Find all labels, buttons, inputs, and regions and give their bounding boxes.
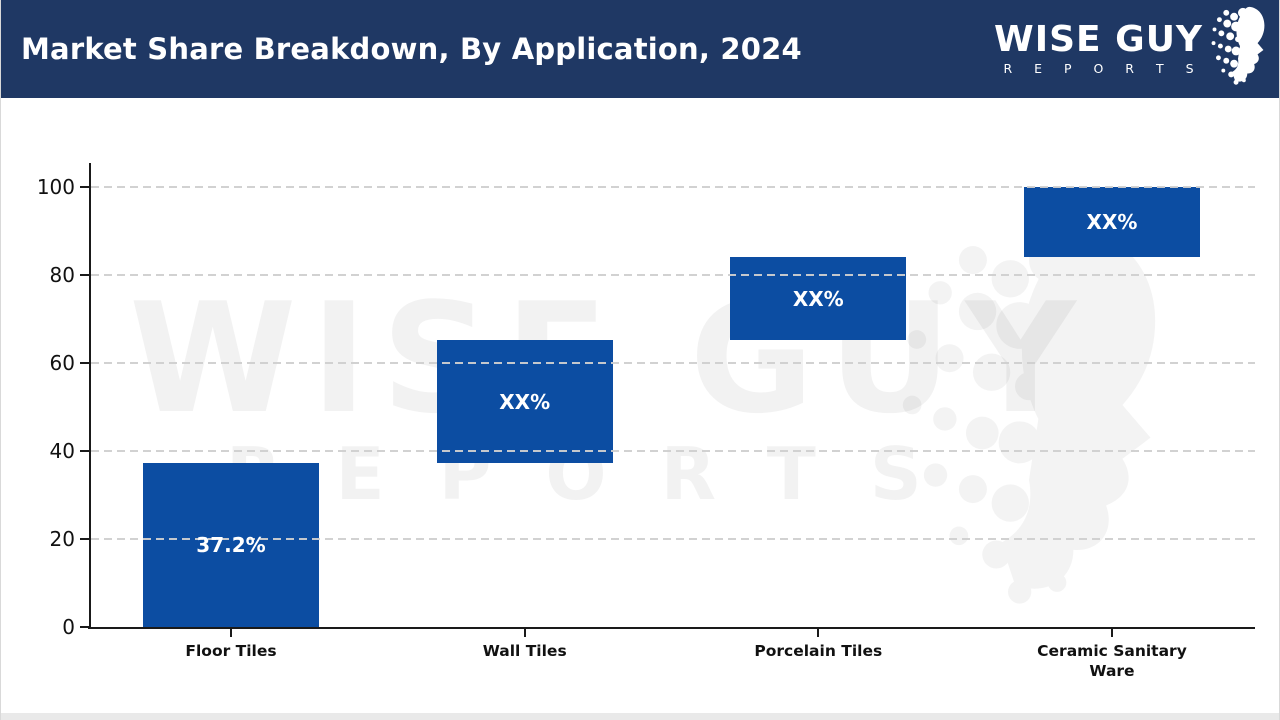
bar-value-label-porcelain-tiles: XX% — [792, 286, 844, 311]
bar-value-label-ceramic-sanitary-ware: XX% — [1086, 210, 1138, 235]
gridline-y80 — [91, 274, 1255, 276]
y-tick-label-20: 20 — [49, 527, 75, 551]
x-label-ceramic-sanitary-ware: Ceramic Sanitary Ware — [1037, 642, 1187, 681]
face-logo-icon — [1211, 6, 1265, 85]
gridline-y60 — [91, 362, 1255, 364]
y-tick-label-80: 80 — [49, 263, 75, 287]
brand-logo-text: WISE GUY R E P O R T S — [993, 19, 1203, 77]
x-tickmark-porcelain-tiles — [817, 629, 820, 637]
y-tick-label-0: 0 — [62, 615, 75, 639]
gridline-y20 — [91, 538, 1255, 540]
bar-value-label-wall-tiles: XX% — [499, 389, 551, 414]
bar-wall-tiles — [436, 340, 613, 464]
gridline-y100 — [91, 186, 1255, 188]
y-tickmark-80 — [80, 274, 89, 276]
x-axis-line — [88, 627, 1255, 629]
y-tick-label-60: 60 — [49, 351, 75, 375]
brand-logo: WISE GUY R E P O R T S — [993, 4, 1279, 94]
y-tickmark-0 — [80, 626, 89, 628]
x-label-wall-tiles: Wall Tiles — [482, 642, 567, 660]
y-axis-line — [89, 163, 91, 629]
y-tickmark-40 — [80, 450, 89, 452]
y-tick-label-100: 100 — [36, 175, 75, 199]
bar-porcelain-tiles — [730, 257, 907, 341]
x-tickmark-ceramic-sanitary-ware — [1111, 629, 1113, 637]
page-title: Market Share Breakdown, By Application, … — [21, 32, 802, 66]
x-label-porcelain-tiles: Porcelain Tiles — [754, 642, 883, 660]
y-tickmark-20 — [80, 538, 89, 540]
brand-wordmark: WISE GUY — [993, 19, 1203, 60]
brand-subtext: R E P O R T S — [1003, 61, 1203, 76]
watermark-face-icon — [902, 231, 1156, 604]
x-tickmark-wall-tiles — [523, 629, 526, 637]
y-tickmark-60 — [80, 362, 89, 364]
bar-ceramic-sanitary-ware — [1024, 187, 1200, 258]
y-tick-label-40: 40 — [49, 439, 75, 463]
bar-floor-tiles — [143, 463, 319, 627]
gridline-y40 — [91, 450, 1255, 452]
footer-strip — [1, 713, 1279, 720]
header-bar: Market Share Breakdown, By Application, … — [1, 0, 1279, 98]
x-tickmark-floor-tiles — [230, 629, 232, 637]
y-tickmark-100 — [80, 186, 89, 188]
bar-value-label-floor-tiles: 37.2% — [196, 533, 266, 558]
x-label-floor-tiles: Floor Tiles — [185, 642, 277, 660]
